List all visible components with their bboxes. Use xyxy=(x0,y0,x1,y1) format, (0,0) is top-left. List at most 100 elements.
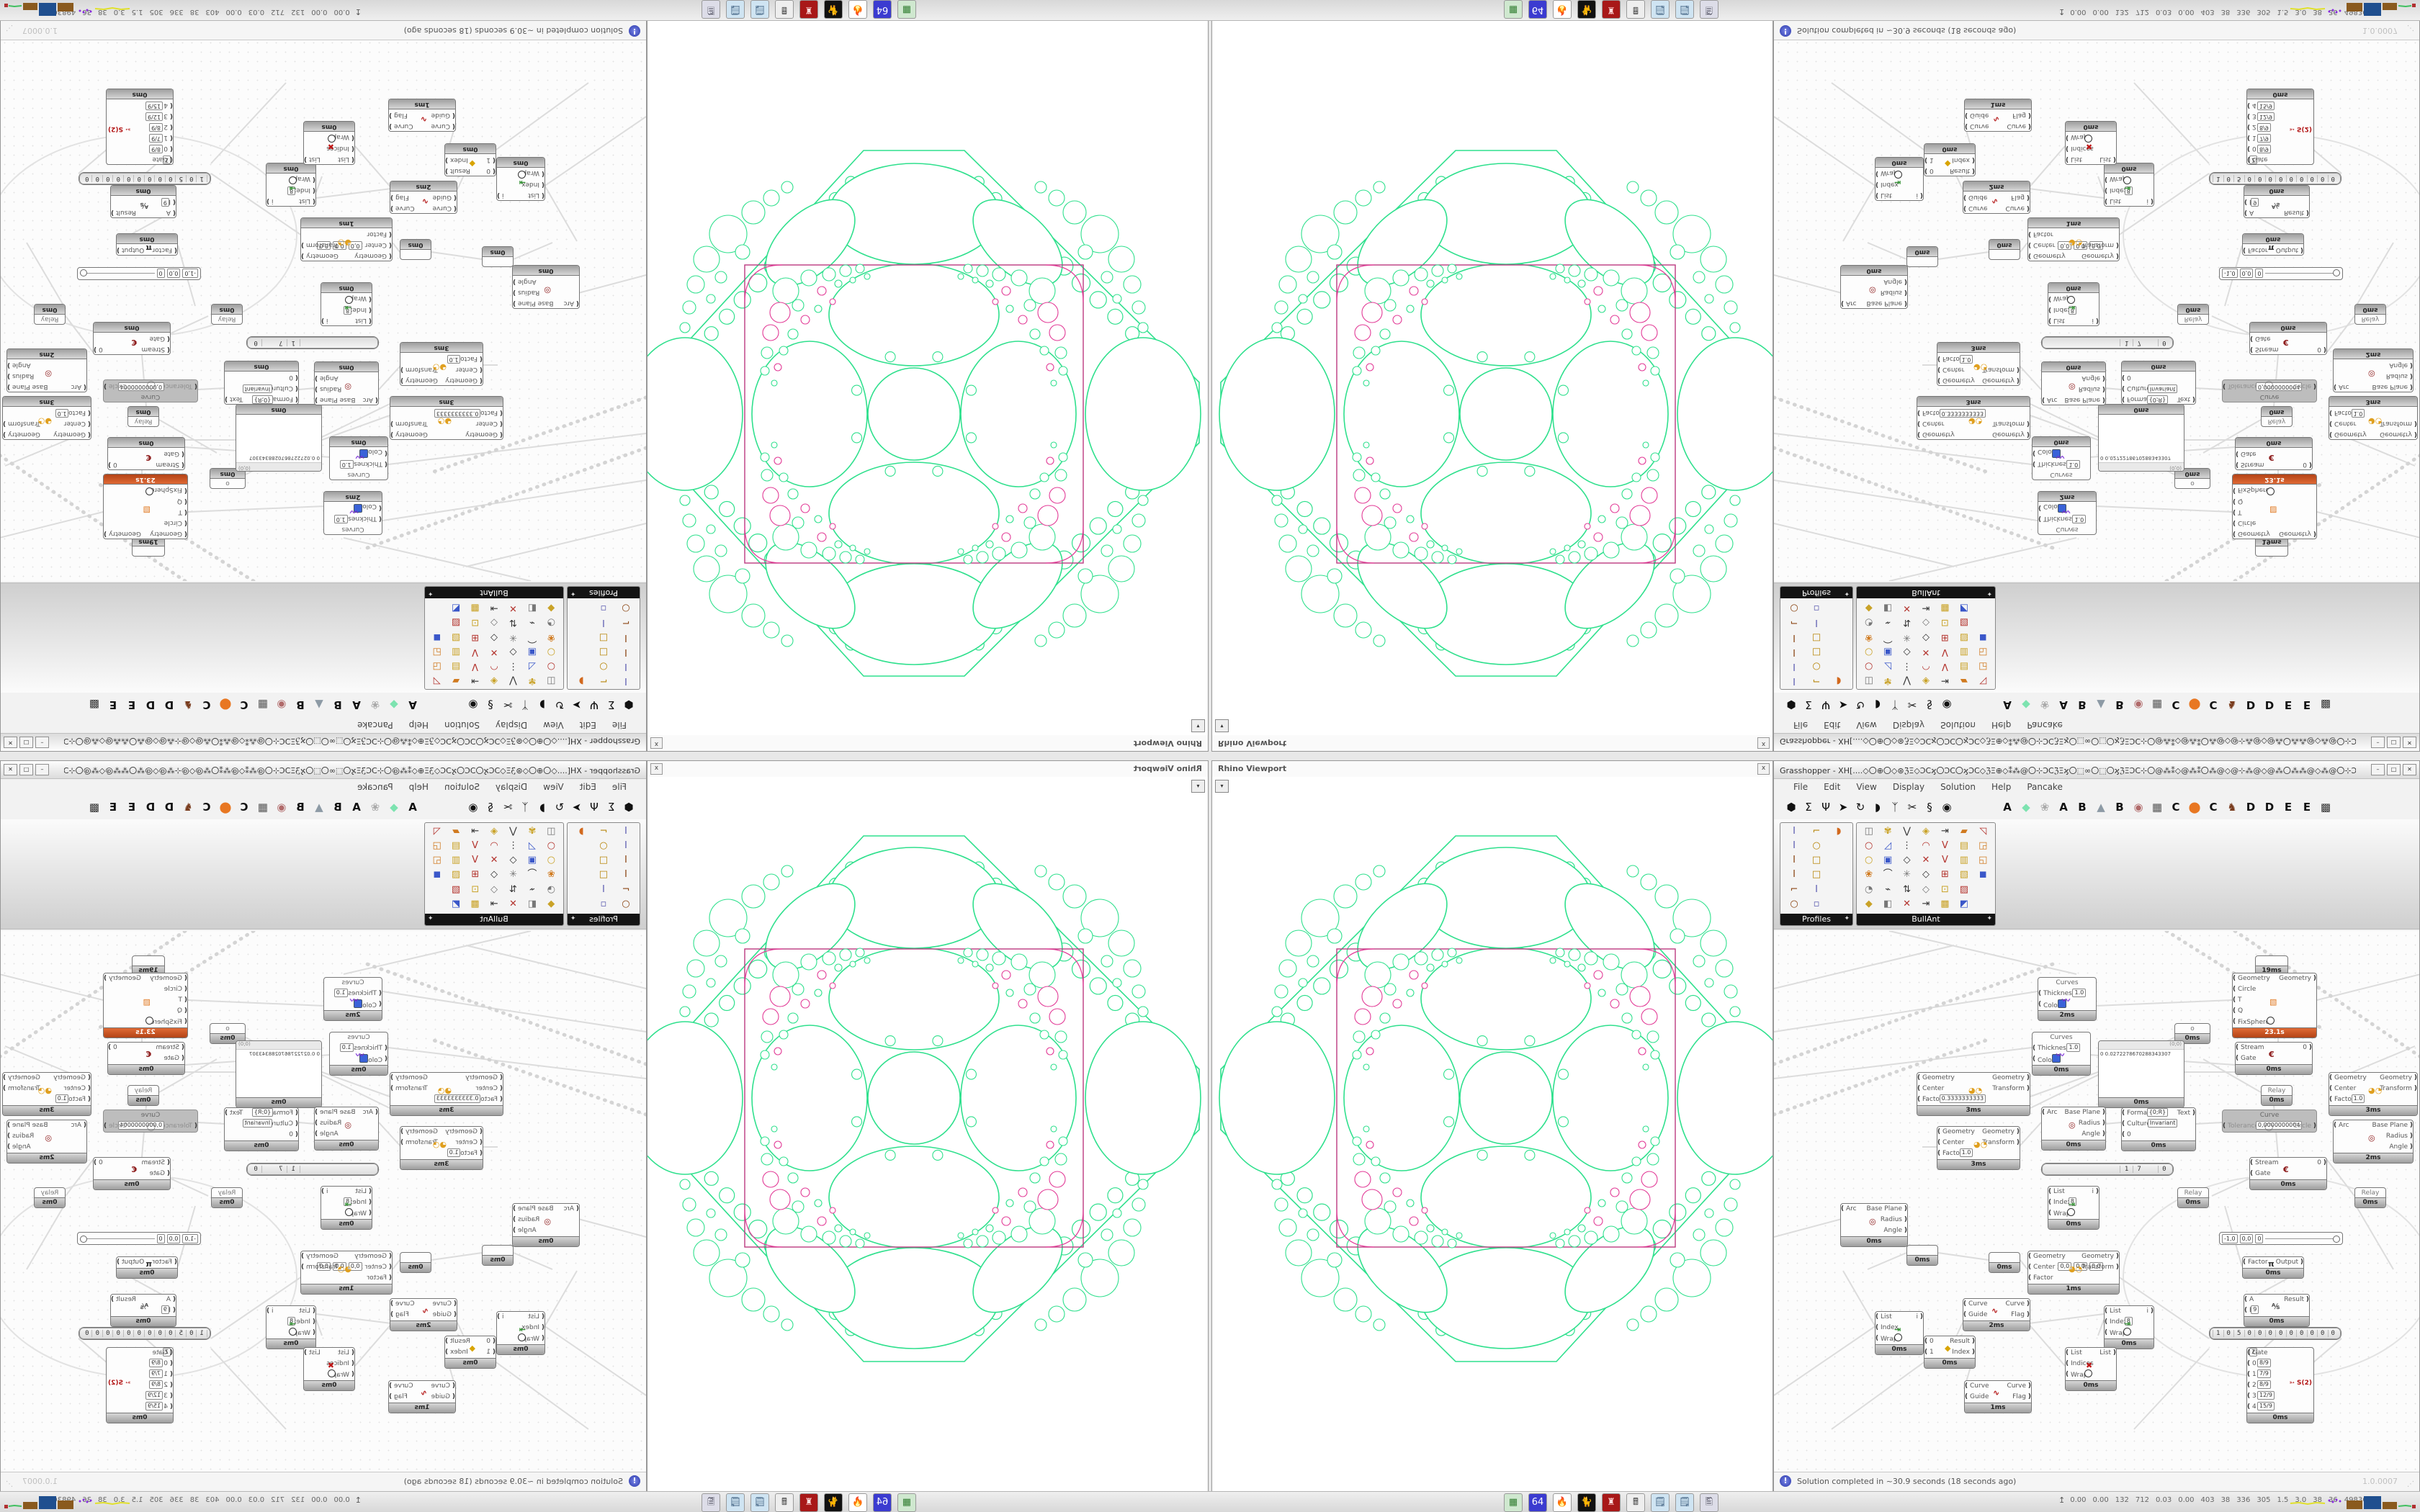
output-port[interactable]: ) xyxy=(513,289,516,296)
output-port[interactable]: ) xyxy=(2409,1133,2413,1140)
output-port[interactable]: ) xyxy=(7,383,11,390)
output-port[interactable]: ) xyxy=(321,1188,325,1195)
gh-node[interactable]: (Factor Output) π 0ms xyxy=(116,233,178,256)
bullant-component-icon[interactable]: ⇥ xyxy=(490,603,498,614)
grasshopper-canvas[interactable]: 19ms(Geometry Geometry)(Circle(T(Q(FixSph… xyxy=(1774,40,2419,581)
input-port[interactable]: ( xyxy=(312,1329,315,1336)
input-port[interactable]: ( xyxy=(351,134,354,141)
bullant-component-icon[interactable]: ⇥ xyxy=(1922,603,1930,614)
input-port[interactable]: ( xyxy=(166,1170,170,1177)
bullant-component-icon[interactable]: ⊡ xyxy=(471,617,480,629)
input-port[interactable]: ( xyxy=(2236,461,2239,468)
profiles-component-icon[interactable]: ◗ xyxy=(578,675,584,686)
profiles-component-icon[interactable]: □ xyxy=(1811,631,1821,643)
input-port[interactable]: ( xyxy=(2028,1274,2032,1282)
menu-item-solution[interactable]: Solution xyxy=(1940,782,1976,792)
input-port[interactable]: ( xyxy=(453,204,457,212)
bullant-component-icon[interactable]: ▰ xyxy=(1960,675,1968,686)
ribbon-tool-icon[interactable]: ↻ xyxy=(555,698,565,711)
profiles-component-icon[interactable] xyxy=(1828,659,1850,672)
value-box[interactable]: Invariant xyxy=(2147,1119,2178,1128)
gh-node[interactable]: Relay 0ms xyxy=(127,1085,159,1106)
bullant-component-icon[interactable]: ▰ xyxy=(1960,826,1968,837)
gh-node[interactable]: -1,0 0,0 0 xyxy=(2219,1232,2343,1245)
md-value[interactable]: 0,0 xyxy=(2239,269,2254,279)
output-port[interactable]: ) xyxy=(2026,194,2030,201)
input-port[interactable]: ( xyxy=(2105,186,2108,194)
output-port[interactable]: ) xyxy=(2414,431,2417,438)
input-port[interactable]: ( xyxy=(184,1018,187,1025)
input-port[interactable]: ( xyxy=(2033,1056,2036,1063)
input-port[interactable]: ( xyxy=(172,1296,176,1303)
input-port[interactable]: ( xyxy=(452,112,455,119)
gh-node[interactable]: (Geometry Geometry)(Center Transform)(Fact… xyxy=(1937,1126,2020,1170)
bullant-component-icon[interactable]: ◇ xyxy=(509,646,517,657)
output-port[interactable]: ) xyxy=(104,1122,107,1130)
bullant-component-icon[interactable]: ▣ xyxy=(527,855,537,866)
gh-node[interactable]: (Curve Curve)(Guide Flag) ∿ 2ms xyxy=(1963,1298,2030,1331)
profiles-component-icon[interactable]: □ xyxy=(1811,855,1821,866)
output-port[interactable]: ) xyxy=(497,192,501,199)
input-port[interactable]: ( xyxy=(1876,181,1879,188)
category-tab[interactable]: ❀ xyxy=(2040,801,2050,814)
rhino-viewport-titlebar[interactable]: Rhino Viewport x xyxy=(647,735,1208,751)
input-port[interactable]: ( xyxy=(2038,515,2042,522)
resize-grip[interactable]: ⋰ xyxy=(2407,24,2415,32)
input-port[interactable]: ( xyxy=(2122,1120,2125,1128)
bullant-component-icon[interactable]: ◧ xyxy=(527,603,537,614)
output-port[interactable]: ) xyxy=(2026,204,2030,212)
value-box[interactable]: 1.0 xyxy=(333,989,348,997)
output-port[interactable]: ) xyxy=(2414,1074,2417,1081)
taskbar-app-icon[interactable]: ♜ xyxy=(1602,0,1621,19)
bullant-component-icon[interactable]: ◇ xyxy=(1903,855,1911,866)
bullant-component-icon[interactable]: ✳ xyxy=(508,631,517,643)
menu-item-view[interactable]: View xyxy=(543,720,564,730)
input-port[interactable]: ( xyxy=(87,431,91,438)
profiles-component-icon[interactable]: Ⅰ xyxy=(624,631,627,643)
profiles-component-icon[interactable]: □ xyxy=(1811,869,1821,881)
menu-item-display[interactable]: Display xyxy=(495,782,528,792)
close-button[interactable]: ✕ xyxy=(2403,737,2416,748)
profiles-component-icon[interactable]: Ⅰ xyxy=(624,660,627,672)
gh-node[interactable]: Relay 0ms xyxy=(211,1187,243,1208)
resize-grip[interactable]: ⋰ xyxy=(5,1480,13,1488)
bullant-component-icon[interactable]: ✕ xyxy=(490,646,498,657)
gh-node[interactable]: (Format{0;R} Text)(CultureInvariant(0 0ms xyxy=(2121,1107,2196,1151)
taskbar-app-icon[interactable]: 🖩 xyxy=(775,0,794,19)
gh-node[interactable]: (Geometry Geometry)(Center Transform)(Fact… xyxy=(2,1072,91,1116)
input-port[interactable]: ( xyxy=(2236,450,2239,457)
gh-node[interactable]: Relay 0ms xyxy=(2354,1187,2386,1208)
input-port[interactable]: ( xyxy=(351,1360,354,1367)
input-port[interactable]: ( xyxy=(87,1074,91,1081)
md-value[interactable]: -1,0 xyxy=(182,1233,198,1243)
taskbar-app-icon[interactable]: ▦ xyxy=(897,1493,916,1512)
input-port[interactable]: ( xyxy=(384,460,387,467)
category-tab[interactable]: B xyxy=(2115,801,2124,814)
input-port[interactable]: ( xyxy=(2048,295,2052,302)
bullant-component-icon[interactable]: ▤ xyxy=(452,840,461,852)
bullant-component-icon[interactable]: ◫ xyxy=(1864,826,1873,837)
ribbon-tool-icon[interactable]: § xyxy=(1927,698,1932,711)
profiles-tab[interactable]: Profiles ✦ xyxy=(1780,587,1852,598)
bullant-component-icon[interactable]: ▰ xyxy=(452,675,460,686)
ribbon-tool-icon[interactable]: ↻ xyxy=(1855,801,1865,814)
bullant-component-icon[interactable]: ◔ xyxy=(1865,883,1873,895)
bullant-tab[interactable]: BullAnt ✦ xyxy=(425,587,563,598)
gh-node[interactable]: (List i)(Index8(Wrap ⇥ 0ms xyxy=(321,282,372,326)
ribbon-tool-icon[interactable]: ➤ xyxy=(1838,698,1848,711)
input-port[interactable]: ( xyxy=(2233,975,2236,982)
bullant-component-icon[interactable]: ◱ xyxy=(1978,855,1988,866)
output-port[interactable]: ) xyxy=(108,461,112,468)
bullant-component-icon[interactable]: ◿ xyxy=(528,660,536,672)
bullant-component-icon[interactable]: ❀ xyxy=(1865,869,1873,881)
bullant-component-icon[interactable]: ◩ xyxy=(452,898,461,909)
md-slider[interactable]: -1,0 0,0 0 xyxy=(2220,268,2342,279)
input-port[interactable]: ( xyxy=(2028,1264,2032,1271)
input-port[interactable]: ( xyxy=(172,209,176,216)
output-port[interactable]: ) xyxy=(117,246,120,253)
bullant-component-icon[interactable]: ○ xyxy=(547,646,555,657)
input-port[interactable]: ( xyxy=(378,515,382,522)
bullant-component-icon[interactable]: ⇅ xyxy=(508,617,517,629)
output-port[interactable]: ) xyxy=(2095,1188,2099,1195)
value-box[interactable]: 0,0000000004 xyxy=(2255,1121,2303,1130)
